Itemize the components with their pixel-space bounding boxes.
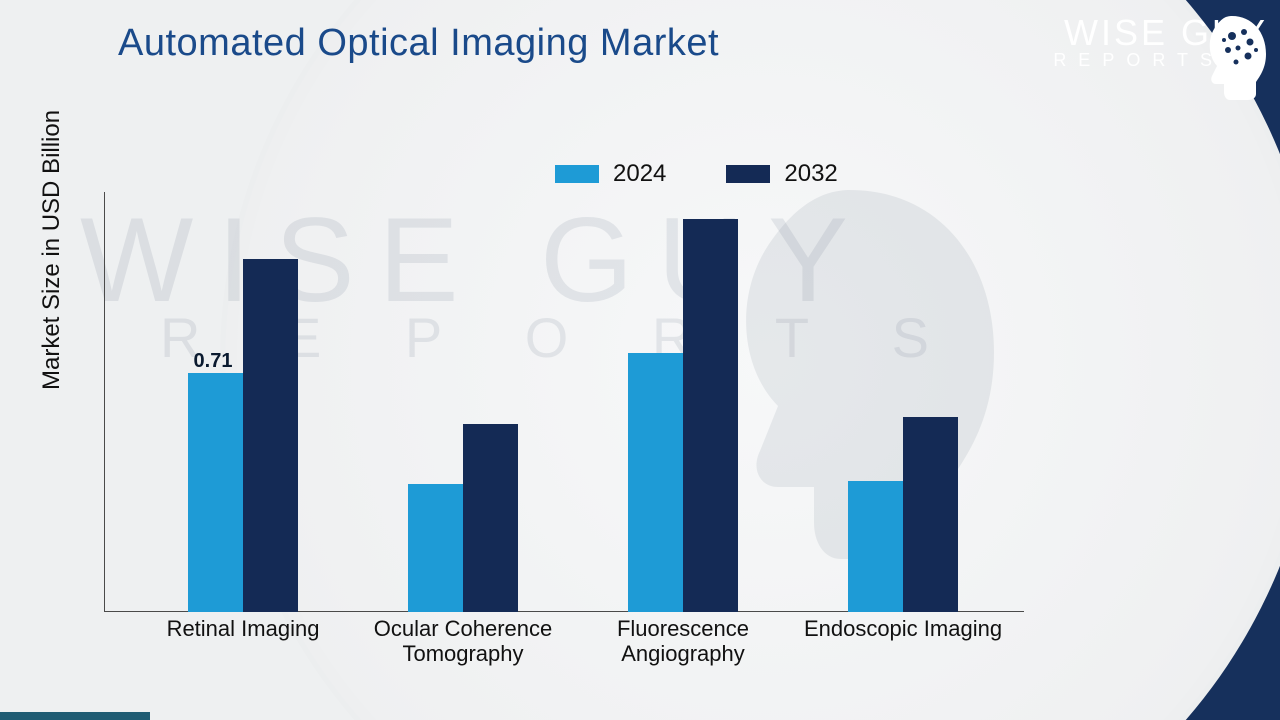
brand-head-icon bbox=[1194, 12, 1274, 102]
y-axis-label: Market Size in USD Billion bbox=[38, 110, 66, 390]
bar bbox=[463, 424, 518, 612]
bar bbox=[628, 353, 683, 612]
bar bbox=[243, 259, 298, 612]
legend-label-2024: 2024 bbox=[613, 160, 666, 188]
bar: 0.71 bbox=[188, 373, 243, 612]
bar-group: Fluorescence Angiography bbox=[608, 219, 758, 612]
bar bbox=[408, 484, 463, 612]
bar bbox=[683, 219, 738, 612]
chart-canvas: { "title": "Automated Optical Imaging Ma… bbox=[0, 0, 1280, 720]
legend-swatch-2032 bbox=[726, 165, 770, 183]
bottom-accent-bar bbox=[0, 712, 150, 720]
bar-group: Endoscopic Imaging bbox=[828, 417, 978, 612]
brand-logo: WISE GUY REPORTS bbox=[988, 12, 1268, 112]
category-label: Ocular Coherence Tomography bbox=[363, 612, 563, 667]
bar bbox=[848, 481, 903, 612]
chart-title: Automated Optical Imaging Market bbox=[118, 22, 719, 65]
legend-swatch-2024 bbox=[555, 165, 599, 183]
bar-group: Ocular Coherence Tomography bbox=[388, 424, 538, 612]
bar-value-label: 0.71 bbox=[178, 350, 248, 373]
category-label: Fluorescence Angiography bbox=[583, 612, 783, 667]
chart-plot-area: 0.71Retinal Imaging Ocular Coherence Tomo… bbox=[104, 192, 984, 612]
bar bbox=[903, 417, 958, 612]
legend-label-2032: 2032 bbox=[784, 160, 837, 188]
category-label: Retinal Imaging bbox=[143, 612, 343, 641]
legend-item-2024: 2024 bbox=[555, 160, 666, 188]
legend: 2024 2032 bbox=[555, 160, 838, 188]
y-axis-line bbox=[104, 192, 105, 612]
bar-group: 0.71Retinal Imaging bbox=[168, 259, 318, 612]
legend-item-2032: 2032 bbox=[726, 160, 837, 188]
category-label: Endoscopic Imaging bbox=[803, 612, 1003, 641]
